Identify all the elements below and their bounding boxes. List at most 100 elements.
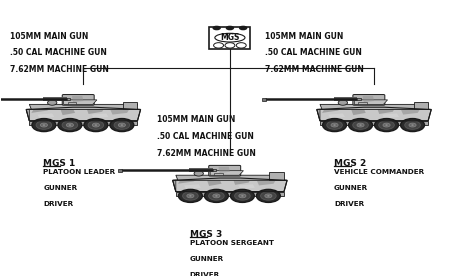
Circle shape [265,194,272,198]
Circle shape [323,119,346,132]
Circle shape [225,43,235,48]
Polygon shape [26,110,29,121]
Bar [214,173,223,175]
Circle shape [95,124,97,126]
Circle shape [261,192,276,200]
Circle shape [204,189,228,202]
Text: DRIVER: DRIVER [334,201,364,207]
Polygon shape [31,108,52,113]
Text: 7.62MM MACHINE GUN: 7.62MM MACHINE GUN [265,65,364,74]
Polygon shape [184,184,201,189]
Circle shape [357,123,364,127]
Circle shape [239,26,247,30]
Circle shape [226,26,234,30]
Polygon shape [328,113,345,119]
Circle shape [331,123,338,127]
Polygon shape [401,110,420,115]
Bar [354,98,361,100]
Circle shape [114,121,130,129]
Circle shape [212,26,221,30]
Polygon shape [320,104,428,110]
Circle shape [189,195,191,197]
Circle shape [213,194,220,198]
Text: GUNNER: GUNNER [190,256,224,262]
Polygon shape [64,100,97,104]
Text: MGS 2: MGS 2 [334,159,366,168]
Text: 105MM MAIN GUN: 105MM MAIN GUN [10,31,89,41]
Polygon shape [317,107,431,121]
Circle shape [47,100,57,105]
Text: GUNNER: GUNNER [334,185,368,191]
Polygon shape [351,108,366,115]
Polygon shape [87,108,104,114]
Text: MGS: MGS [220,33,239,42]
Circle shape [379,121,394,129]
Polygon shape [176,192,284,196]
Circle shape [235,192,250,200]
Circle shape [239,194,246,198]
Polygon shape [322,108,343,113]
Ellipse shape [215,33,245,42]
Polygon shape [110,110,129,115]
Text: 7.62MM MACHINE GUN: 7.62MM MACHINE GUN [156,149,255,158]
FancyBboxPatch shape [414,102,428,110]
Text: DRIVER: DRIVER [43,201,73,207]
Circle shape [66,123,73,127]
FancyBboxPatch shape [269,172,284,180]
Circle shape [348,119,373,132]
Bar [262,98,266,101]
Circle shape [69,124,71,126]
Text: MGS 1: MGS 1 [43,159,75,168]
Bar [68,102,76,104]
Text: MGS 3: MGS 3 [190,230,222,239]
Polygon shape [178,179,199,184]
Circle shape [374,119,399,132]
Polygon shape [29,121,137,125]
Circle shape [187,194,194,198]
Circle shape [385,124,388,126]
Circle shape [194,171,203,176]
Circle shape [256,189,280,202]
Text: .50 CAL MACHINE GUN: .50 CAL MACHINE GUN [265,48,362,57]
Text: PLATOON LEADER: PLATOON LEADER [43,169,115,175]
Polygon shape [92,113,109,119]
Circle shape [121,124,123,126]
Text: .50 CAL MACHINE GUN: .50 CAL MACHINE GUN [10,48,107,57]
Text: 7.62MM MACHINE GUN: 7.62MM MACHINE GUN [10,65,109,74]
Bar [358,102,367,104]
Text: VEHICLE COMMANDER: VEHICLE COMMANDER [334,169,424,175]
Circle shape [338,100,347,105]
Circle shape [209,192,224,200]
Polygon shape [61,108,75,115]
Polygon shape [383,113,399,119]
Polygon shape [317,110,320,121]
Bar [210,169,217,171]
FancyBboxPatch shape [353,95,385,105]
Polygon shape [377,108,395,114]
Polygon shape [173,180,176,192]
Circle shape [178,189,202,202]
Bar [64,98,70,100]
Polygon shape [257,180,276,185]
FancyBboxPatch shape [123,102,137,110]
Bar [210,27,250,49]
Polygon shape [176,175,284,180]
Text: 105MM MAIN GUN: 105MM MAIN GUN [156,115,235,124]
FancyBboxPatch shape [62,95,94,105]
Polygon shape [173,178,287,192]
Circle shape [267,195,270,197]
Circle shape [36,121,52,129]
Polygon shape [29,104,137,110]
Circle shape [92,123,100,127]
Circle shape [118,123,126,127]
Circle shape [230,189,255,202]
Circle shape [40,123,47,127]
Circle shape [359,124,362,126]
Polygon shape [233,179,251,185]
Polygon shape [207,179,221,186]
Circle shape [110,119,134,132]
Circle shape [353,121,368,129]
Polygon shape [354,100,388,104]
Text: DRIVER: DRIVER [190,272,220,276]
Circle shape [62,121,78,129]
